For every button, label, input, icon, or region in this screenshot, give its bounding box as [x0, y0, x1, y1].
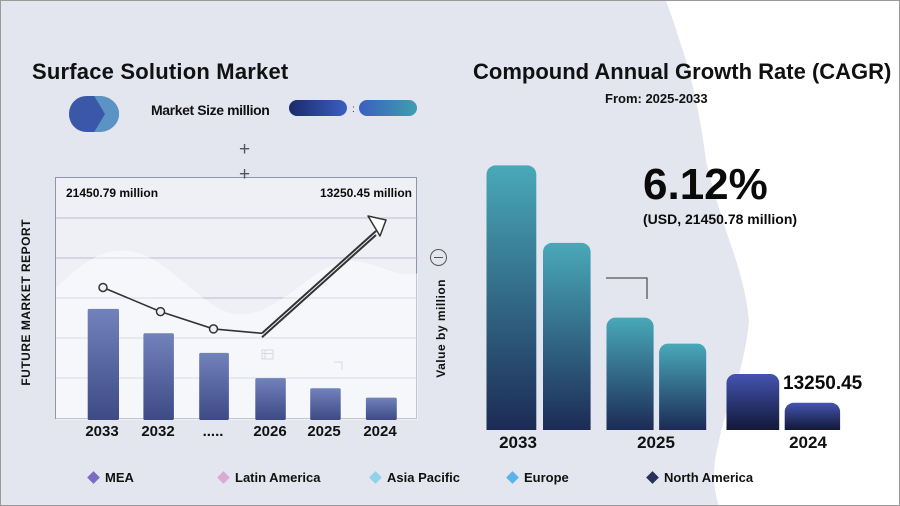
svg-text::: :: [352, 104, 355, 115]
